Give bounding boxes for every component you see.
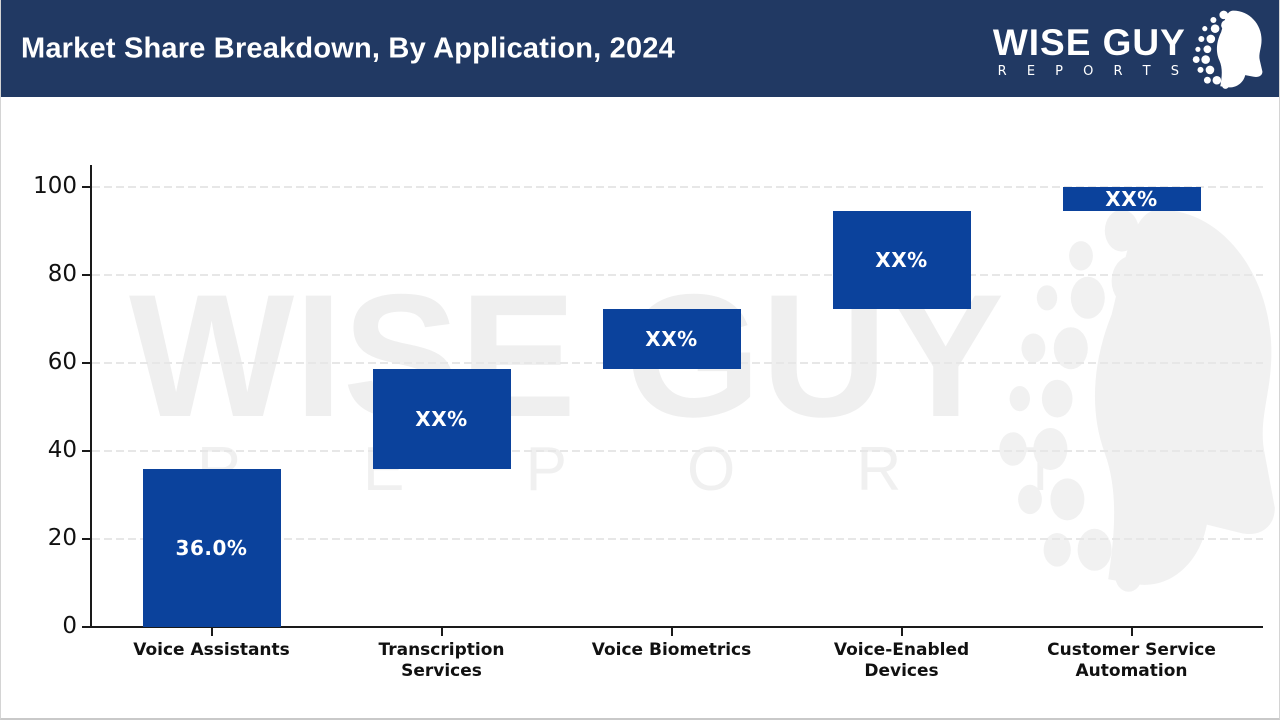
wiseguy-logo: WISE GUY R E P O R T S [992,8,1265,94]
bar-value-label: XX% [645,327,698,351]
bar-5: XX% [1062,187,1201,212]
bar-3: XX% [602,308,741,370]
bar-2: XX% [372,369,511,469]
y-tick-mark [82,626,91,628]
gridline-y-40 [92,450,1263,452]
x-tick-mark [210,627,213,636]
watermark-head-icon [999,209,1275,592]
x-tick-mark [1130,627,1133,636]
bar-4: XX% [832,211,971,309]
x-axis-spine [90,626,1263,628]
x-axis-label: Voice Assistants [133,640,290,660]
wiseguy-logo-text: WISE GUY R E P O R T S [992,22,1187,79]
x-tick-mark [440,627,443,636]
bar-value-label: 36.0% [175,535,248,560]
x-axis-label: Voice-Enabled Devices [833,640,970,682]
gridline-y-80 [92,274,1263,276]
y-tick-mark [82,186,91,188]
y-tick-label: 60 [47,349,77,375]
bar-value-label: XX% [415,406,468,431]
gridline-y-20 [92,538,1263,540]
y-tick-label: 80 [47,261,77,287]
y-tick-label: 40 [47,437,77,463]
bar-value-label: XX% [1105,187,1158,212]
wiseguy-logo-subtitle: R E P O R T S [997,63,1187,79]
y-tick-label: 20 [47,525,77,551]
y-tick-label: 100 [33,173,77,199]
x-axis-label: Transcription Services [378,640,505,682]
bar-value-label: XX% [875,248,928,273]
page-title: Market Share Breakdown, By Application, … [21,32,675,64]
header-bar: Market Share Breakdown, By Application, … [1,0,1279,97]
x-axis-label: Customer Service Automation [1047,640,1216,682]
wiseguy-logo-name: WISE GUY [992,22,1186,64]
y-tick-mark [82,362,91,364]
y-tick-mark [82,538,91,540]
y-tick-label: 0 [62,613,77,639]
x-tick-mark [670,627,673,636]
gridline-y-100 [92,186,1263,188]
bar-1: 36.0% [142,468,281,627]
y-tick-mark [82,450,91,452]
y-tick-mark [82,274,91,276]
x-tick-mark [900,627,903,636]
y-axis-spine [90,165,92,628]
wiseguy-head-icon [1192,10,1263,89]
x-axis-label: Voice Biometrics [591,640,752,660]
